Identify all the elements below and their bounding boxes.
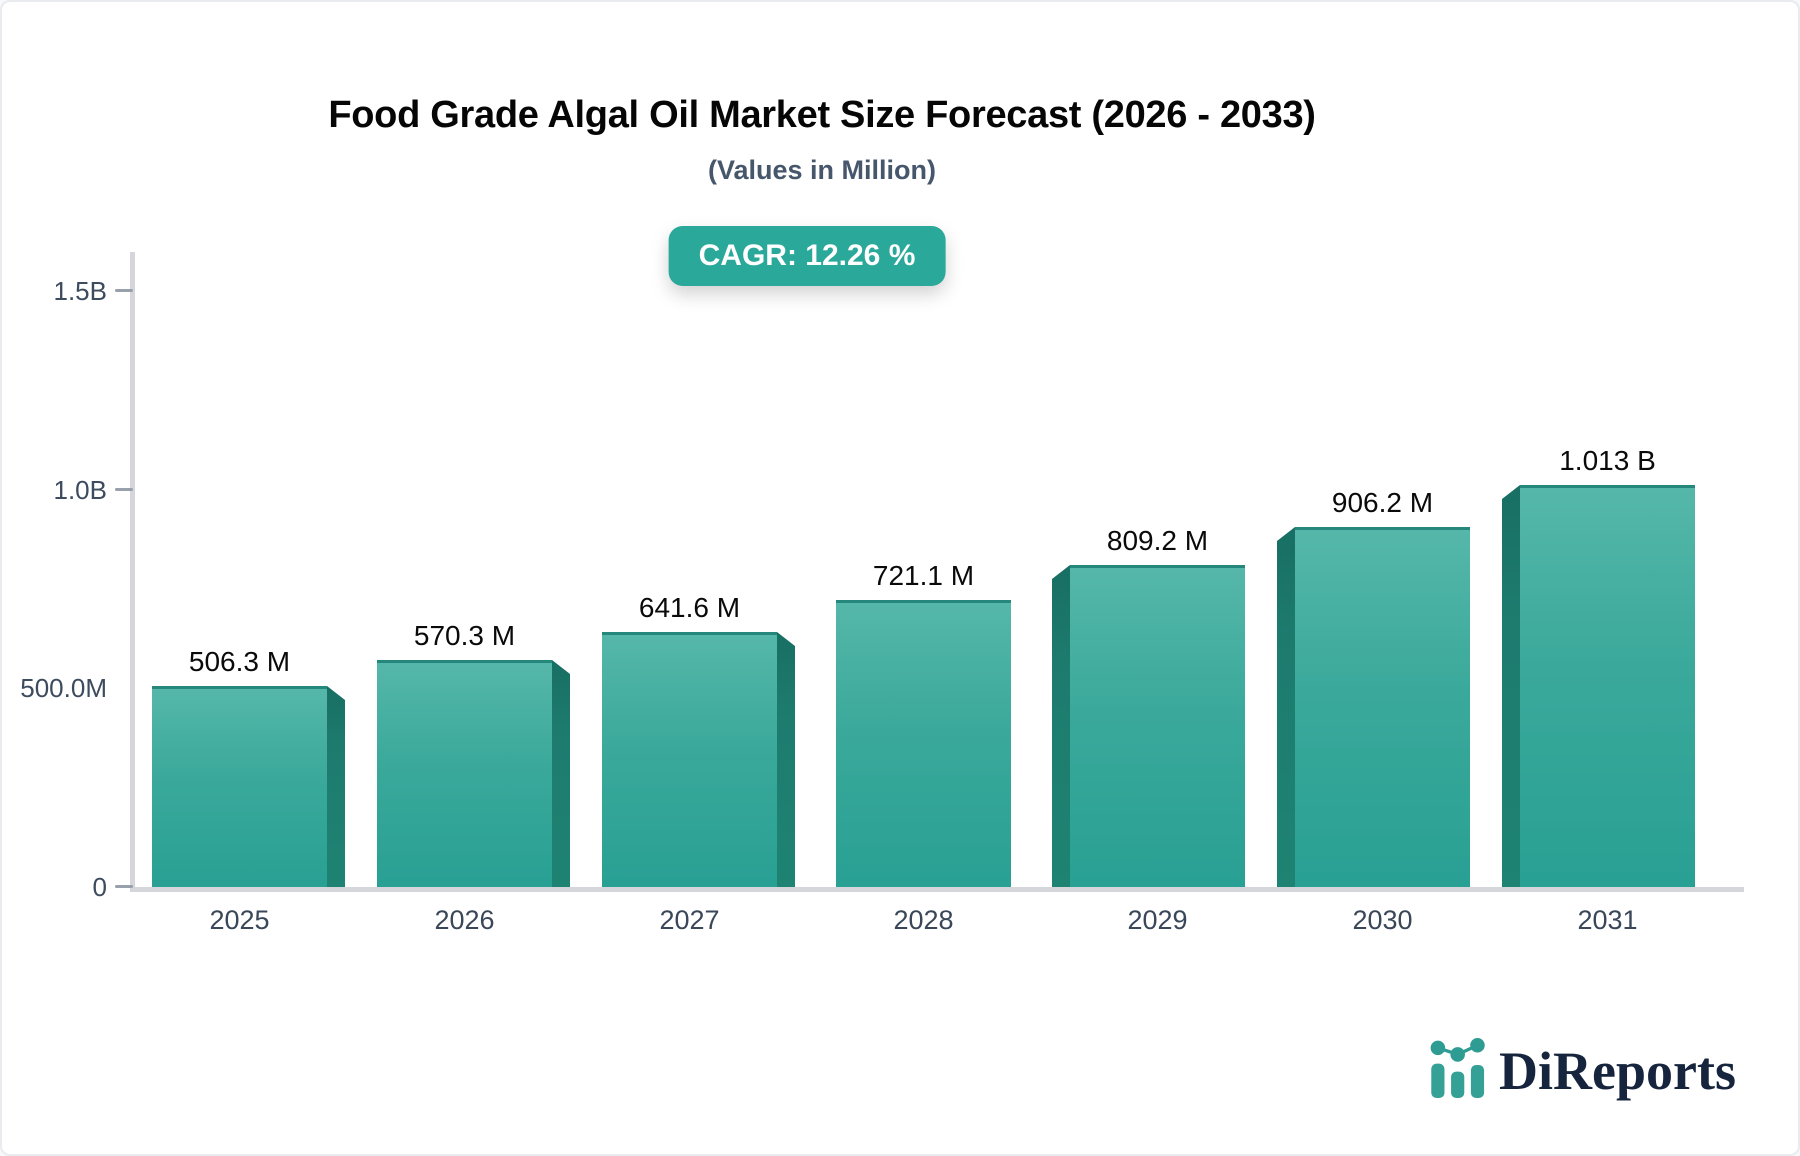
bar-group: 506.3 M 2025 bbox=[152, 291, 345, 935]
bar-group: 906.2 M 2030 bbox=[1277, 291, 1470, 935]
chart-subtitle: (Values in Million) bbox=[707, 155, 937, 185]
y-tick-label: 1.0B bbox=[53, 474, 108, 505]
bar-face bbox=[602, 632, 777, 887]
bar-face bbox=[1520, 485, 1695, 887]
cagr-badge: CAGR: 12.26 % bbox=[668, 226, 946, 286]
bar-side bbox=[1052, 565, 1070, 887]
bar-group: 641.6 M 2027 bbox=[602, 291, 795, 935]
x-axis-label: 2031 bbox=[1577, 905, 1638, 935]
x-axis-label: 2025 bbox=[209, 905, 270, 935]
bar-group: 809.2 M 2029 bbox=[1052, 291, 1245, 935]
bar-side bbox=[552, 660, 570, 887]
x-axis-label: 2029 bbox=[1127, 905, 1188, 935]
bar-group: 1.013 B 2031 bbox=[1502, 291, 1695, 935]
bar-value-label: 570.3 M bbox=[413, 620, 516, 651]
bar-face bbox=[377, 660, 552, 887]
x-axis-label: 2028 bbox=[893, 905, 954, 935]
brand-logo: DiReports bbox=[1427, 1032, 1736, 1098]
chart-title: Food Grade Algal Oil Market Size Forecas… bbox=[328, 94, 1316, 136]
bar-side bbox=[777, 632, 795, 887]
y-tick-label: 1.5B bbox=[53, 276, 108, 306]
bar-group: 721.1 M 2028 bbox=[827, 291, 1020, 935]
bar-side bbox=[1277, 527, 1295, 887]
y-axis-line bbox=[130, 252, 135, 887]
bar-face bbox=[1295, 527, 1470, 887]
chart-header: Food Grade Algal Oil Market Size Forecas… bbox=[2, 94, 1642, 186]
brand-name: DiReports bbox=[1499, 1041, 1736, 1101]
x-axis-baseline bbox=[130, 887, 1744, 892]
x-axis-label: 2030 bbox=[1352, 905, 1413, 935]
x-axis-label: 2027 bbox=[659, 905, 720, 935]
bar-value-label: 809.2 M bbox=[1106, 525, 1209, 556]
y-tick-label: 0 bbox=[92, 872, 107, 902]
bar-value-label: 721.1 M bbox=[872, 560, 975, 591]
bar-value-label: 641.6 M bbox=[638, 592, 741, 623]
x-axis-label: 2026 bbox=[434, 905, 495, 935]
bar-value-label: 1.013 B bbox=[1559, 445, 1656, 476]
bar-side bbox=[327, 686, 345, 887]
bar-face bbox=[1070, 565, 1245, 887]
bar-value-label: 506.3 M bbox=[188, 646, 291, 677]
bar-face bbox=[836, 600, 1011, 887]
bar-value-label: 906.2 M bbox=[1331, 487, 1434, 518]
y-tick-label: 500.0M bbox=[20, 673, 107, 704]
y-tick-dash bbox=[115, 487, 133, 491]
bars-container: 506.3 M 2025 570.3 M 2026 641.6 M 2027 721.1 M… bbox=[152, 291, 1695, 935]
bar-group: 570.3 M 2026 bbox=[377, 291, 570, 935]
bar-face bbox=[152, 686, 327, 887]
y-tick-dash bbox=[115, 885, 133, 888]
bar-side bbox=[1502, 485, 1520, 887]
y-tick-dash bbox=[115, 289, 133, 292]
bar-line-chart-icon bbox=[1430, 1037, 1485, 1098]
